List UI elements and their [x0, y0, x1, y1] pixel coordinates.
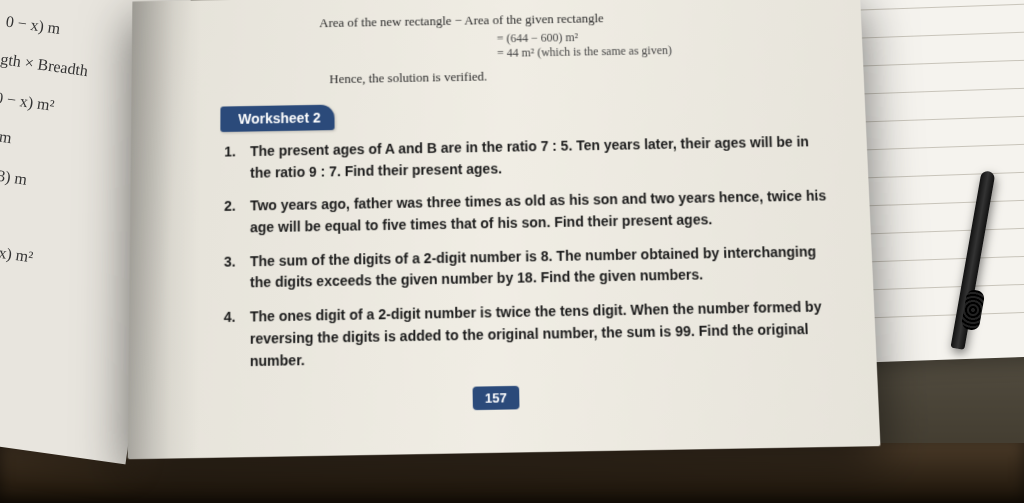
question-number: 3.: [224, 251, 246, 273]
verification-text: Hence, the solution is verified.: [329, 63, 824, 87]
question-text: The sum of the digits of a 2-digit numbe…: [250, 243, 817, 291]
solution-block: Area of the new rectangle − Area of the …: [221, 7, 825, 89]
question-3: 3. The sum of the digits of a 2-digit nu…: [220, 241, 833, 295]
worksheet-badge: Worksheet 2: [220, 105, 334, 132]
question-4: 4. The ones digit of a 2-digit number is…: [220, 296, 837, 373]
question-2: 2. Two years ago, father was three times…: [220, 186, 831, 240]
question-number: 1.: [224, 141, 246, 163]
page-number-badge: 157: [473, 386, 520, 410]
textbook-page: Area of the new rectangle − Area of the …: [128, 0, 881, 459]
question-number: 4.: [224, 307, 246, 329]
question-1: 1. The present ages of A and B are in th…: [220, 131, 828, 184]
question-text: The present ages of A and B are in the r…: [250, 134, 809, 181]
question-number: 2.: [224, 196, 246, 218]
question-text: Two years ago, father was three times as…: [250, 188, 827, 235]
question-text: The ones digit of a 2-digit number is tw…: [250, 299, 822, 369]
